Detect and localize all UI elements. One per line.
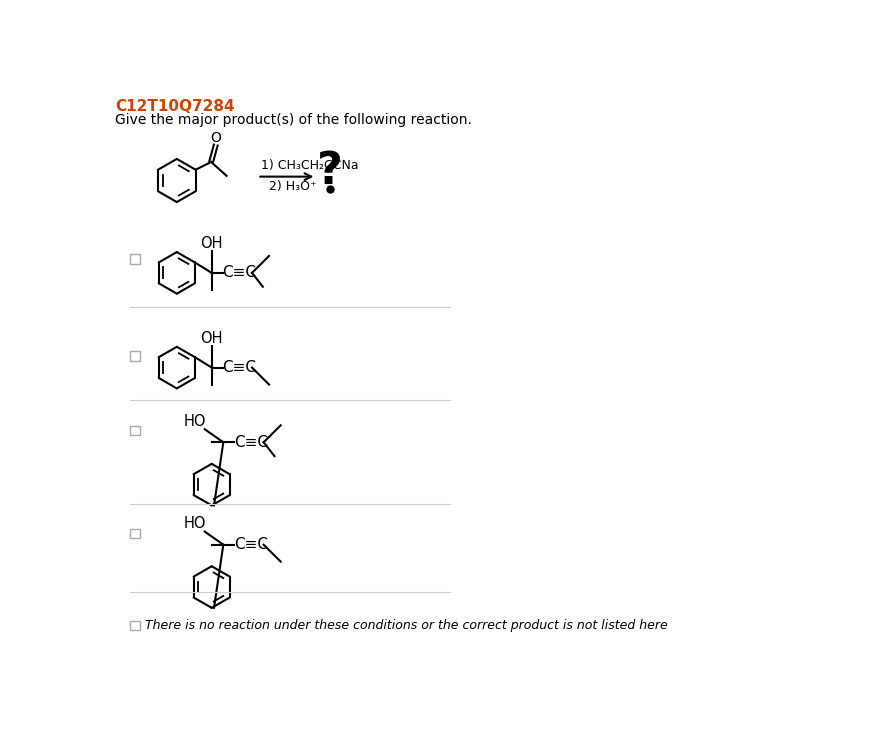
Text: C≡C: C≡C	[234, 537, 269, 552]
Text: OH: OH	[201, 331, 223, 346]
Text: 2) H₃O⁺: 2) H₃O⁺	[269, 180, 316, 193]
Bar	[130, 352, 140, 360]
Bar	[130, 528, 140, 538]
Text: O: O	[210, 131, 222, 145]
Bar	[130, 255, 140, 264]
Text: HO: HO	[183, 517, 206, 531]
Text: C≡C: C≡C	[222, 266, 256, 280]
Text: HO: HO	[183, 414, 206, 429]
Text: C≡C: C≡C	[222, 360, 256, 375]
Text: C12T10Q7284: C12T10Q7284	[115, 99, 235, 114]
Text: OH: OH	[201, 236, 223, 251]
Text: 1) CH₃CH₂CCNa: 1) CH₃CH₂CCNa	[261, 159, 358, 172]
Bar	[130, 621, 140, 631]
Text: ?: ?	[316, 150, 342, 193]
Text: There is no reaction under these conditions or the correct product is not listed: There is no reaction under these conditi…	[145, 619, 667, 632]
Text: Give the major product(s) of the following reaction.: Give the major product(s) of the followi…	[115, 113, 472, 127]
Bar	[130, 426, 140, 435]
Text: C≡C: C≡C	[234, 435, 269, 450]
